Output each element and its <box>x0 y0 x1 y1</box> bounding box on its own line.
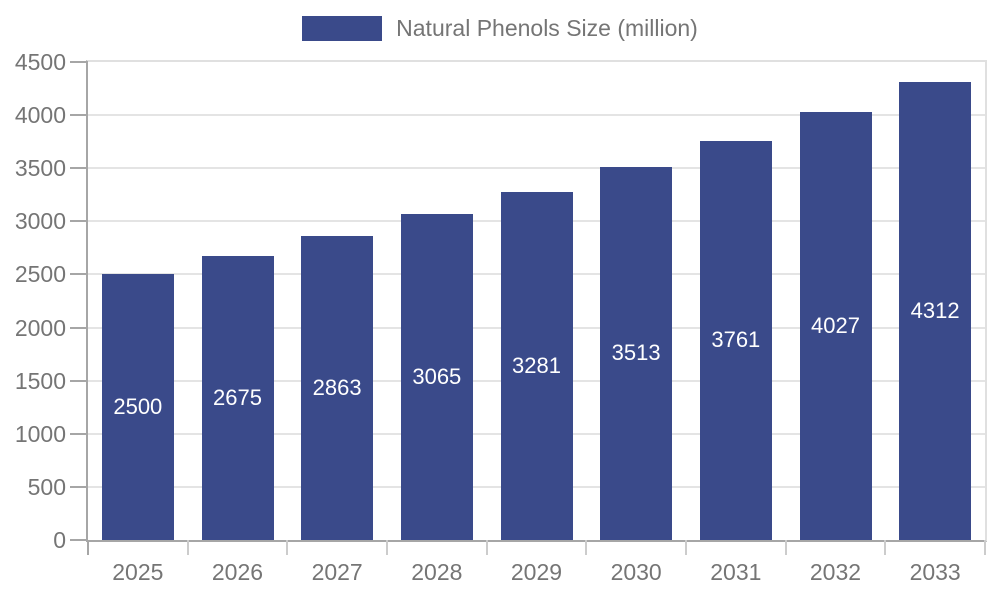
x-axis-tick-label: 2025 <box>112 559 164 585</box>
gridline <box>88 167 985 170</box>
x-axis-tick <box>685 540 687 555</box>
y-axis-tick <box>70 539 88 541</box>
x-axis-tick <box>884 540 887 555</box>
x-axis-tick <box>386 540 388 555</box>
x-axis-tick-label: 2030 <box>610 559 662 585</box>
bar-value-label: 3761 <box>711 327 761 353</box>
x-axis-tick <box>585 540 588 555</box>
bar[interactable]: 4312 <box>899 81 972 540</box>
bar-value-label: 2675 <box>213 384 262 410</box>
bar-value-label: 2863 <box>312 374 362 400</box>
y-axis-tick-label: 2000 <box>14 314 66 341</box>
y-axis-tick <box>70 61 88 63</box>
y-axis-tick <box>70 326 88 329</box>
x-axis-tick-label: 2032 <box>809 559 862 585</box>
x-axis-tick-label: 2026 <box>211 559 264 585</box>
x-axis-tick-label: 2031 <box>710 559 762 585</box>
bar-value-label: 3281 <box>512 352 561 378</box>
x-axis-tick-label: 2029 <box>510 559 563 585</box>
y-axis-tick-label: 1000 <box>14 420 66 447</box>
x-axis-tick <box>87 540 89 555</box>
bar[interactable]: 2863 <box>301 235 374 540</box>
bar-value-label: 4312 <box>910 297 960 323</box>
bar-value-label: 3065 <box>412 364 462 390</box>
x-axis-tick <box>286 540 289 555</box>
x-axis-tick <box>984 540 986 555</box>
bar-value-label: 2500 <box>113 394 163 420</box>
legend-label: Natural Phenols Size (million) <box>396 15 698 41</box>
y-axis-tick <box>70 220 88 223</box>
y-axis-tick-label: 500 <box>27 473 66 500</box>
x-axis-tick <box>186 540 189 555</box>
y-axis-tick <box>70 273 88 276</box>
y-axis-tick <box>70 432 88 435</box>
bar[interactable]: 3065 <box>400 214 473 540</box>
y-axis-tick-label: 2500 <box>14 261 66 288</box>
y-axis-tick-label: 3000 <box>14 208 66 235</box>
x-axis-tick <box>784 540 787 555</box>
y-axis-tick-label: 0 <box>53 527 66 553</box>
y-axis-tick-label: 4500 <box>14 49 66 75</box>
x-axis-tick-label: 2028 <box>411 559 463 585</box>
y-axis-tick-label: 3500 <box>14 155 66 182</box>
bar-value-label: 4027 <box>811 313 860 339</box>
y-axis-tick <box>70 485 88 488</box>
y-axis-tick <box>70 379 88 382</box>
bar[interactable]: 4027 <box>799 112 872 540</box>
bar[interactable]: 3761 <box>699 140 772 540</box>
bar[interactable]: 2500 <box>101 274 174 540</box>
bar[interactable]: 3281 <box>500 191 573 540</box>
y-axis-tick <box>70 114 88 117</box>
y-axis-tick-label: 4000 <box>14 102 66 129</box>
bar[interactable]: 3513 <box>600 166 673 540</box>
legend-swatch <box>302 16 383 41</box>
legend[interactable]: Natural Phenols Size (million) <box>0 16 1000 41</box>
x-axis-tick <box>485 540 488 555</box>
x-axis-tick-label: 2033 <box>909 559 961 585</box>
y-axis-tick <box>70 167 88 170</box>
bar[interactable]: 2675 <box>201 255 274 540</box>
gridline <box>88 114 985 117</box>
bar-value-label: 3513 <box>611 340 661 366</box>
y-axis-tick-label: 1500 <box>14 367 66 394</box>
x-axis-tick-label: 2027 <box>311 559 363 585</box>
plot-area: 2500 2675 2863 3065 3281 3513 3761 4027 4312 <box>86 60 987 542</box>
